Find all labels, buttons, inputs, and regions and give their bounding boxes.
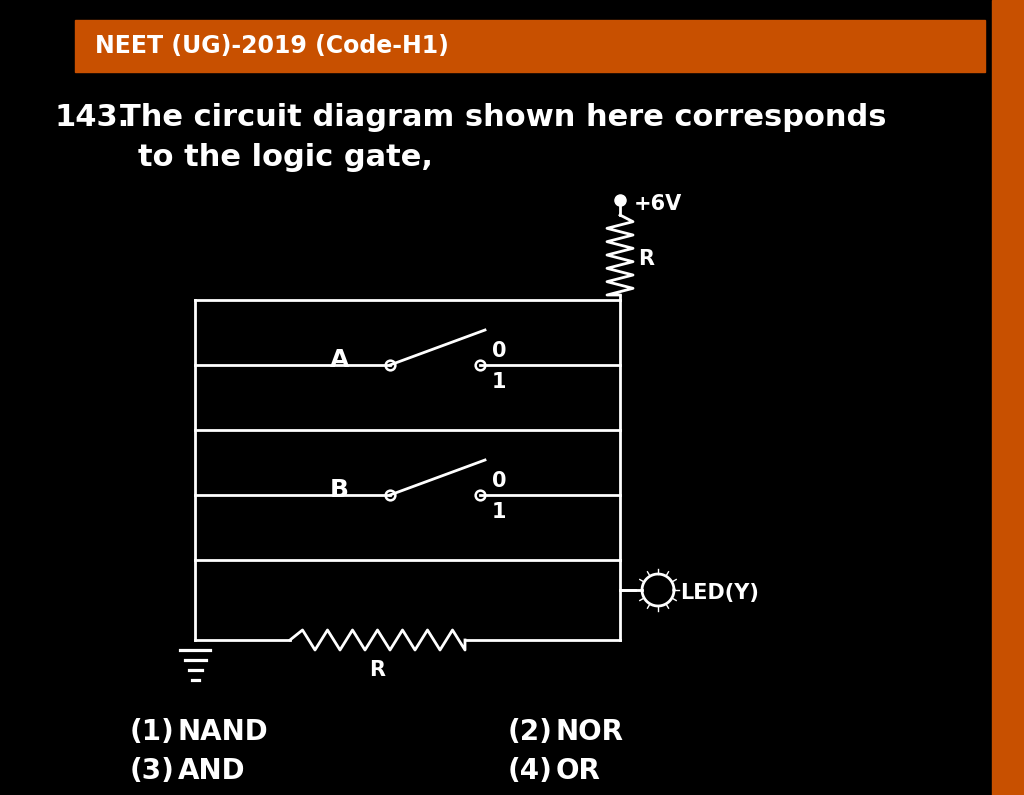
Text: AND: AND — [178, 757, 246, 785]
Text: LED(Y): LED(Y) — [680, 583, 759, 603]
Text: R: R — [638, 249, 654, 269]
Text: OR: OR — [556, 757, 601, 785]
Bar — [992, 0, 1024, 795]
Text: 1: 1 — [492, 372, 507, 392]
Text: 0: 0 — [492, 471, 507, 491]
Text: NEET (UG)-2019 (Code-H1): NEET (UG)-2019 (Code-H1) — [95, 34, 449, 58]
Text: 1: 1 — [492, 502, 507, 522]
Text: (2): (2) — [508, 718, 553, 746]
Text: NOR: NOR — [556, 718, 624, 746]
Text: A: A — [330, 348, 349, 372]
Text: (4): (4) — [508, 757, 553, 785]
Text: B: B — [330, 478, 349, 502]
Text: NAND: NAND — [178, 718, 268, 746]
Text: to the logic gate,: to the logic gate, — [138, 143, 433, 172]
Text: (3): (3) — [130, 757, 175, 785]
Text: (1): (1) — [130, 718, 175, 746]
Text: 0: 0 — [492, 341, 507, 361]
Text: +6V: +6V — [634, 194, 682, 214]
Text: The circuit diagram shown here corresponds: The circuit diagram shown here correspon… — [120, 103, 887, 132]
Text: 143.: 143. — [55, 103, 130, 132]
Text: R: R — [370, 660, 385, 680]
Bar — [75, 20, 985, 72]
